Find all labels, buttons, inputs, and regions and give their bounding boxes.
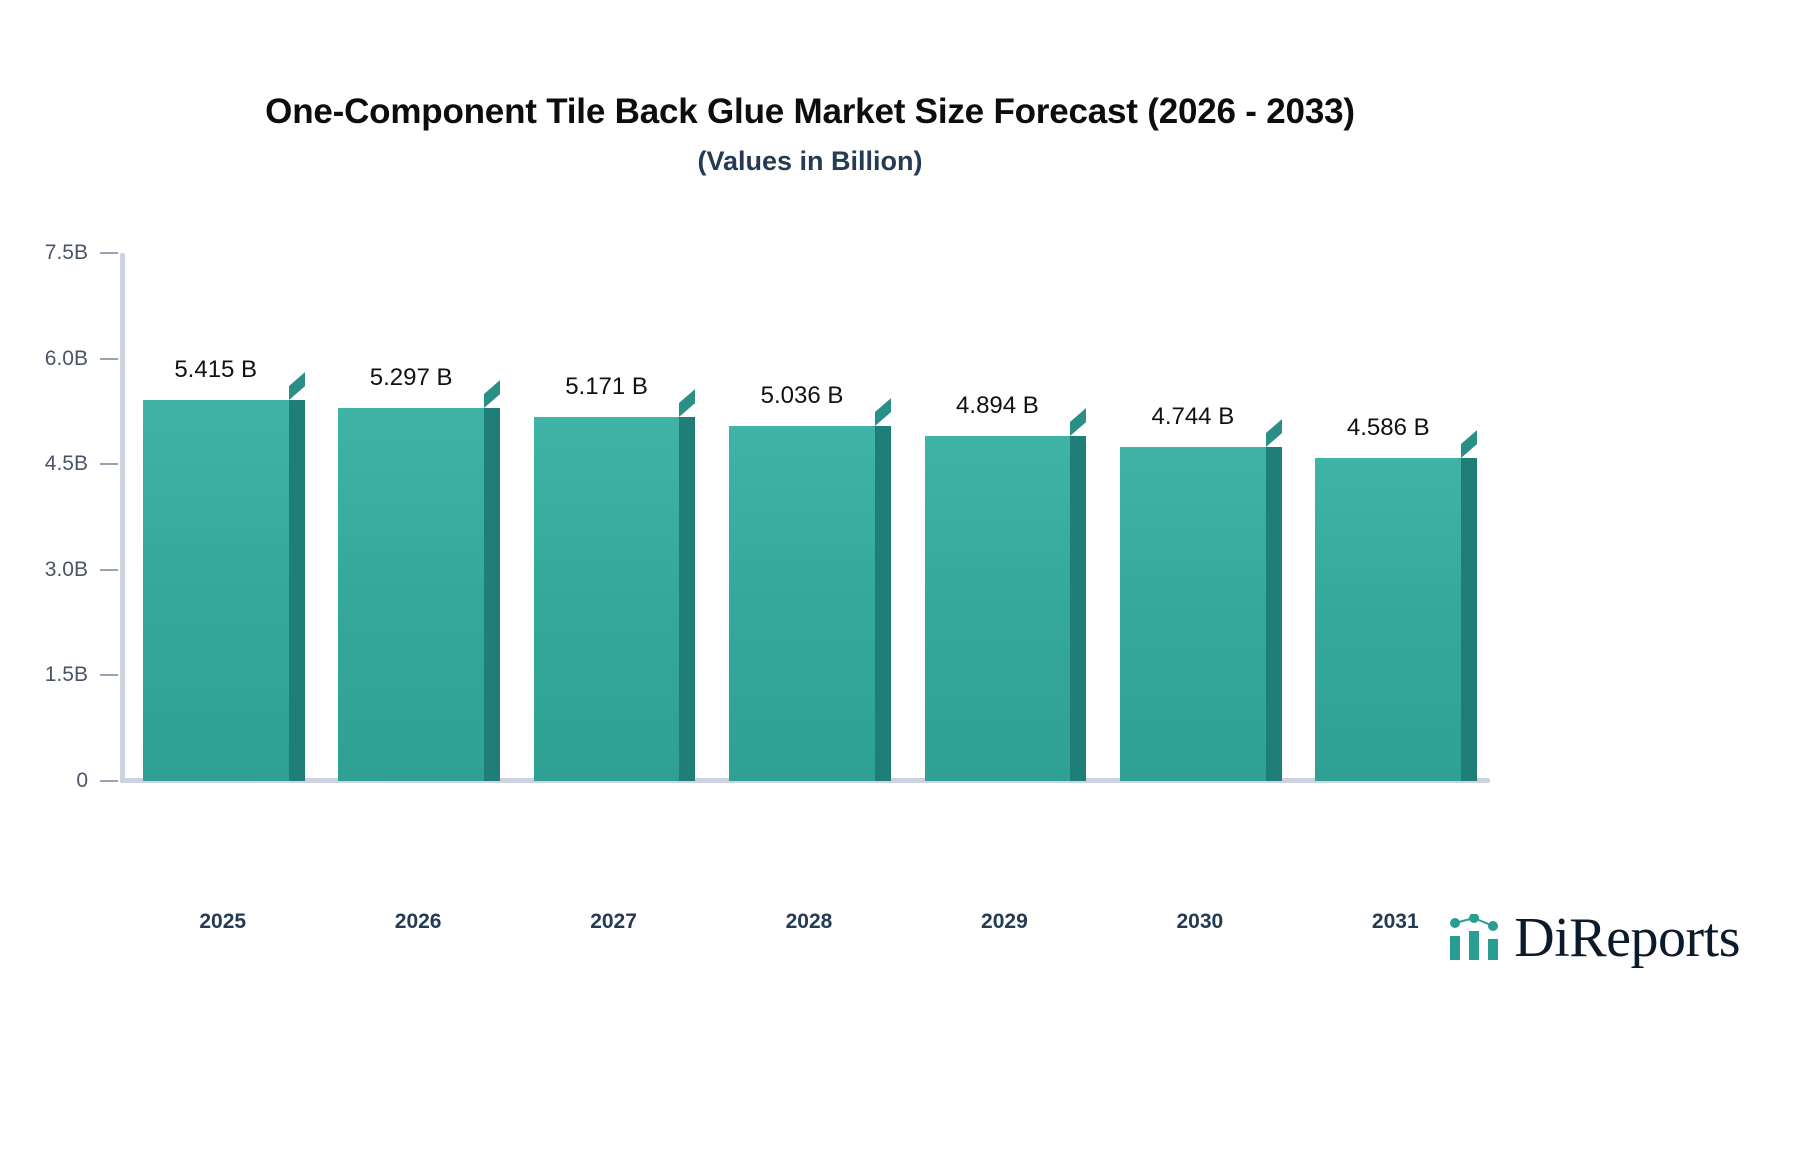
bar-value-label: 5.171 B [565,372,648,400]
bar-front-face [533,416,680,781]
x-axis-labels: 2025 2026 2027 2028 2029 2030 2031 [125,910,1493,950]
y-axis-tick-label: 6.0B [44,346,88,370]
bar-top-face [1070,408,1087,437]
bar-front-face [1120,447,1266,781]
bar-front-face [924,436,1071,781]
bar-side-face [1070,436,1087,781]
y-axis-tick-label: 3.0B [44,557,88,581]
bar-value-label: 4.744 B [1151,403,1235,431]
y-axis-tick-label: 1.5B [44,663,88,687]
bar-series: 5.415 B 5.297 B 5.171 B 5.036 B 4.894 B 4.744… [125,253,1493,781]
bar-value-label: 5.415 B [174,355,258,383]
bar-side-face [874,426,891,781]
y-axis-tick-mark [100,357,118,360]
bar-side-face [483,408,500,781]
y-axis-tick-mark [100,252,118,254]
brand-name: DiReports [1514,907,1740,969]
bar-item[interactable]: 5.415 B [142,253,305,781]
bar-top-face [483,380,500,409]
bar-item[interactable]: 4.586 B [1315,253,1478,781]
bar-chart-logo-icon [1450,914,1499,960]
bar-front-face [338,408,484,781]
x-axis-category-label: 2029 [981,910,1028,933]
bar-value-label: 4.586 B [1346,414,1430,442]
x-axis-category-label: 2030 [1176,910,1224,933]
y-axis-tick-label: 7.5B [44,241,88,264]
plot-area: 7.5B 6.0B 4.5B 3.0B 1.5B 0 5.415 B 5.297 B 5.17… [0,235,1800,895]
bar-front-face [142,399,289,781]
bar-value-label: 5.297 B [369,364,453,392]
x-axis-category-label: 2025 [199,910,247,933]
x-axis-category-label: 2026 [394,910,442,933]
brand-logo: DiReports [1448,910,1740,966]
bar-item[interactable]: 5.171 B [533,253,696,781]
y-axis-tick-mark [100,463,118,466]
bar-item[interactable]: 5.297 B [338,253,500,781]
y-axis-line [120,253,125,781]
bar-item[interactable]: 4.744 B [1120,253,1282,781]
bar-top-face [874,398,891,427]
page-title: One-Component Tile Back Glue Market Size… [265,92,1355,131]
y-axis: 7.5B 6.0B 4.5B 3.0B 1.5B 0 [0,235,118,895]
bar-item[interactable]: 4.894 B [924,253,1087,781]
bar-side-face [1265,447,1282,781]
x-axis-category-label: 2027 [590,910,637,933]
y-axis-tick-mark [100,780,118,782]
title-block: One-Component Tile Back Glue Market Size… [0,92,1620,177]
bar-side-face [679,416,696,781]
bar-top-face [1461,430,1478,459]
bar-value-label: 5.036 B [760,382,844,410]
y-axis-tick-mark [100,568,118,571]
bar-top-face [679,389,696,417]
bar-side-face [1461,458,1478,781]
x-axis-category-label: 2028 [785,910,833,933]
bar-front-face [1315,458,1462,781]
x-axis-category-label: 2031 [1371,910,1419,933]
y-axis-tick-label: 0 [76,769,88,792]
bar-item[interactable]: 5.036 B [729,253,891,781]
y-axis-tick-mark [100,674,118,677]
page-subtitle: (Values in Billion) [697,146,923,177]
bar-value-label: 4.894 B [956,392,1039,420]
y-axis-tick-label: 4.5B [44,452,88,476]
bar-front-face [729,426,875,781]
bar-top-face [288,371,305,400]
bar-side-face [288,399,305,781]
bar-top-face [1265,419,1282,448]
